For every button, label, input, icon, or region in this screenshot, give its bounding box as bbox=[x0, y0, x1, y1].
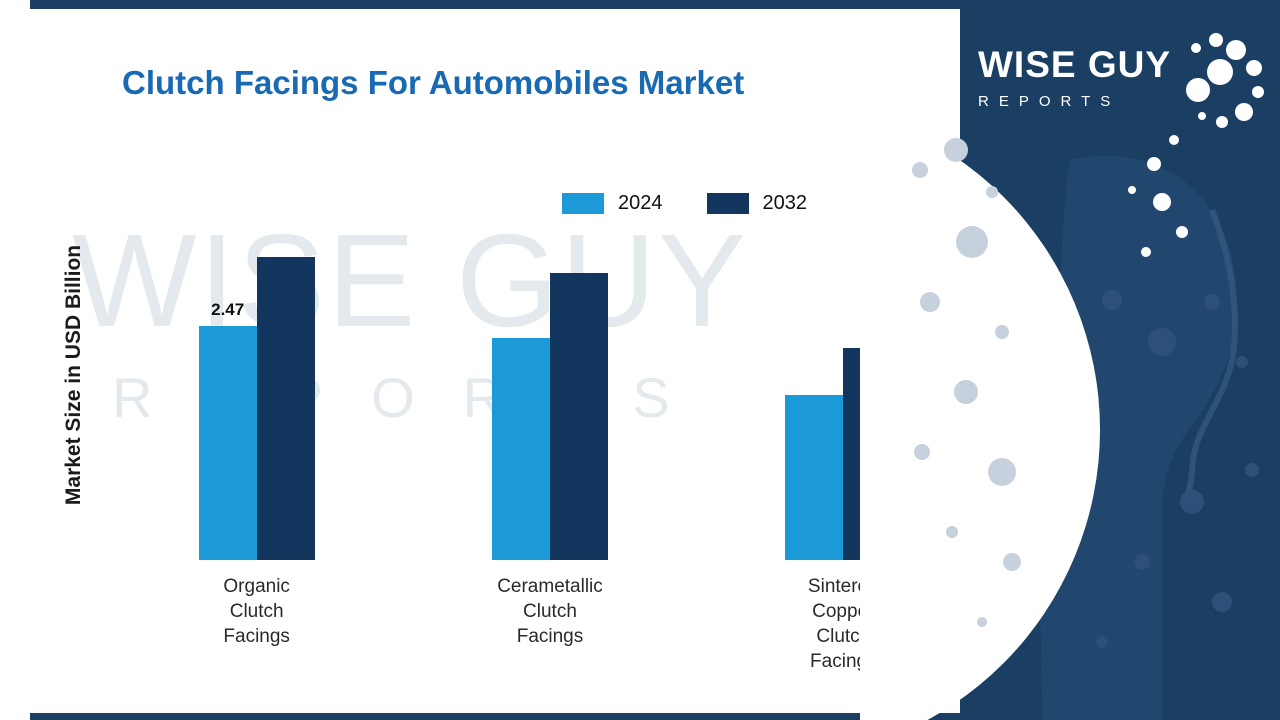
bar-group-1: 2.47 Organic Clutch Facings bbox=[110, 228, 403, 674]
decorative-side-panel bbox=[860, 0, 1280, 720]
top-accent-strip bbox=[30, 0, 962, 9]
category-label-1: Organic Clutch Facings bbox=[223, 576, 290, 648]
bar-2024-1: 2.47 bbox=[198, 300, 257, 560]
bar-2032-1 bbox=[256, 257, 315, 560]
bar-2024-3 bbox=[785, 395, 844, 560]
face-profile-outline bbox=[1183, 208, 1239, 502]
legend-item-2024: 2024 bbox=[562, 192, 663, 215]
panel-white-bulge bbox=[860, 112, 1100, 720]
y-axis-label: Market Size in USD Billion bbox=[62, 244, 85, 506]
wise-guy-reports-logo: WISE GUY REPORTS bbox=[978, 44, 1188, 110]
watermark-line1: WISE GUY bbox=[72, 207, 749, 354]
bar-pair bbox=[491, 228, 608, 560]
legend-swatch-2032 bbox=[706, 193, 749, 214]
white-area-dot-texture bbox=[912, 138, 1021, 627]
legend-swatch-2024 bbox=[562, 193, 604, 214]
legend-item-2032: 2032 bbox=[706, 192, 808, 215]
legend-label-2024: 2024 bbox=[618, 192, 663, 214]
category-label-2: Cerametallic Clutch Facings bbox=[497, 576, 603, 648]
bar-pair: 2.47 bbox=[198, 228, 315, 560]
logo-dot-cluster bbox=[1128, 33, 1264, 257]
chart-legend: 2024 2032 bbox=[562, 192, 807, 215]
logo-subtitle: REPORTS bbox=[978, 93, 1121, 110]
bar-groups: 2.47 Organic Clutch Facings Cerametallic Clut… bbox=[110, 228, 990, 674]
bottom-accent-strip bbox=[30, 713, 962, 720]
bar-value-label: 2.47 bbox=[211, 300, 245, 319]
bar-2024-2 bbox=[491, 338, 550, 560]
logo-wordmark: WISE GUY bbox=[978, 44, 1172, 85]
bar-2032-2 bbox=[549, 273, 608, 560]
bar-group-2: Cerametallic Clutch Facings bbox=[403, 228, 696, 674]
face-profile-silhouette bbox=[1039, 155, 1237, 720]
legend-label-2032: 2032 bbox=[762, 192, 808, 214]
page-title: Clutch Facings For Automobiles Market bbox=[122, 64, 745, 102]
panel-dot-texture bbox=[1096, 290, 1259, 648]
